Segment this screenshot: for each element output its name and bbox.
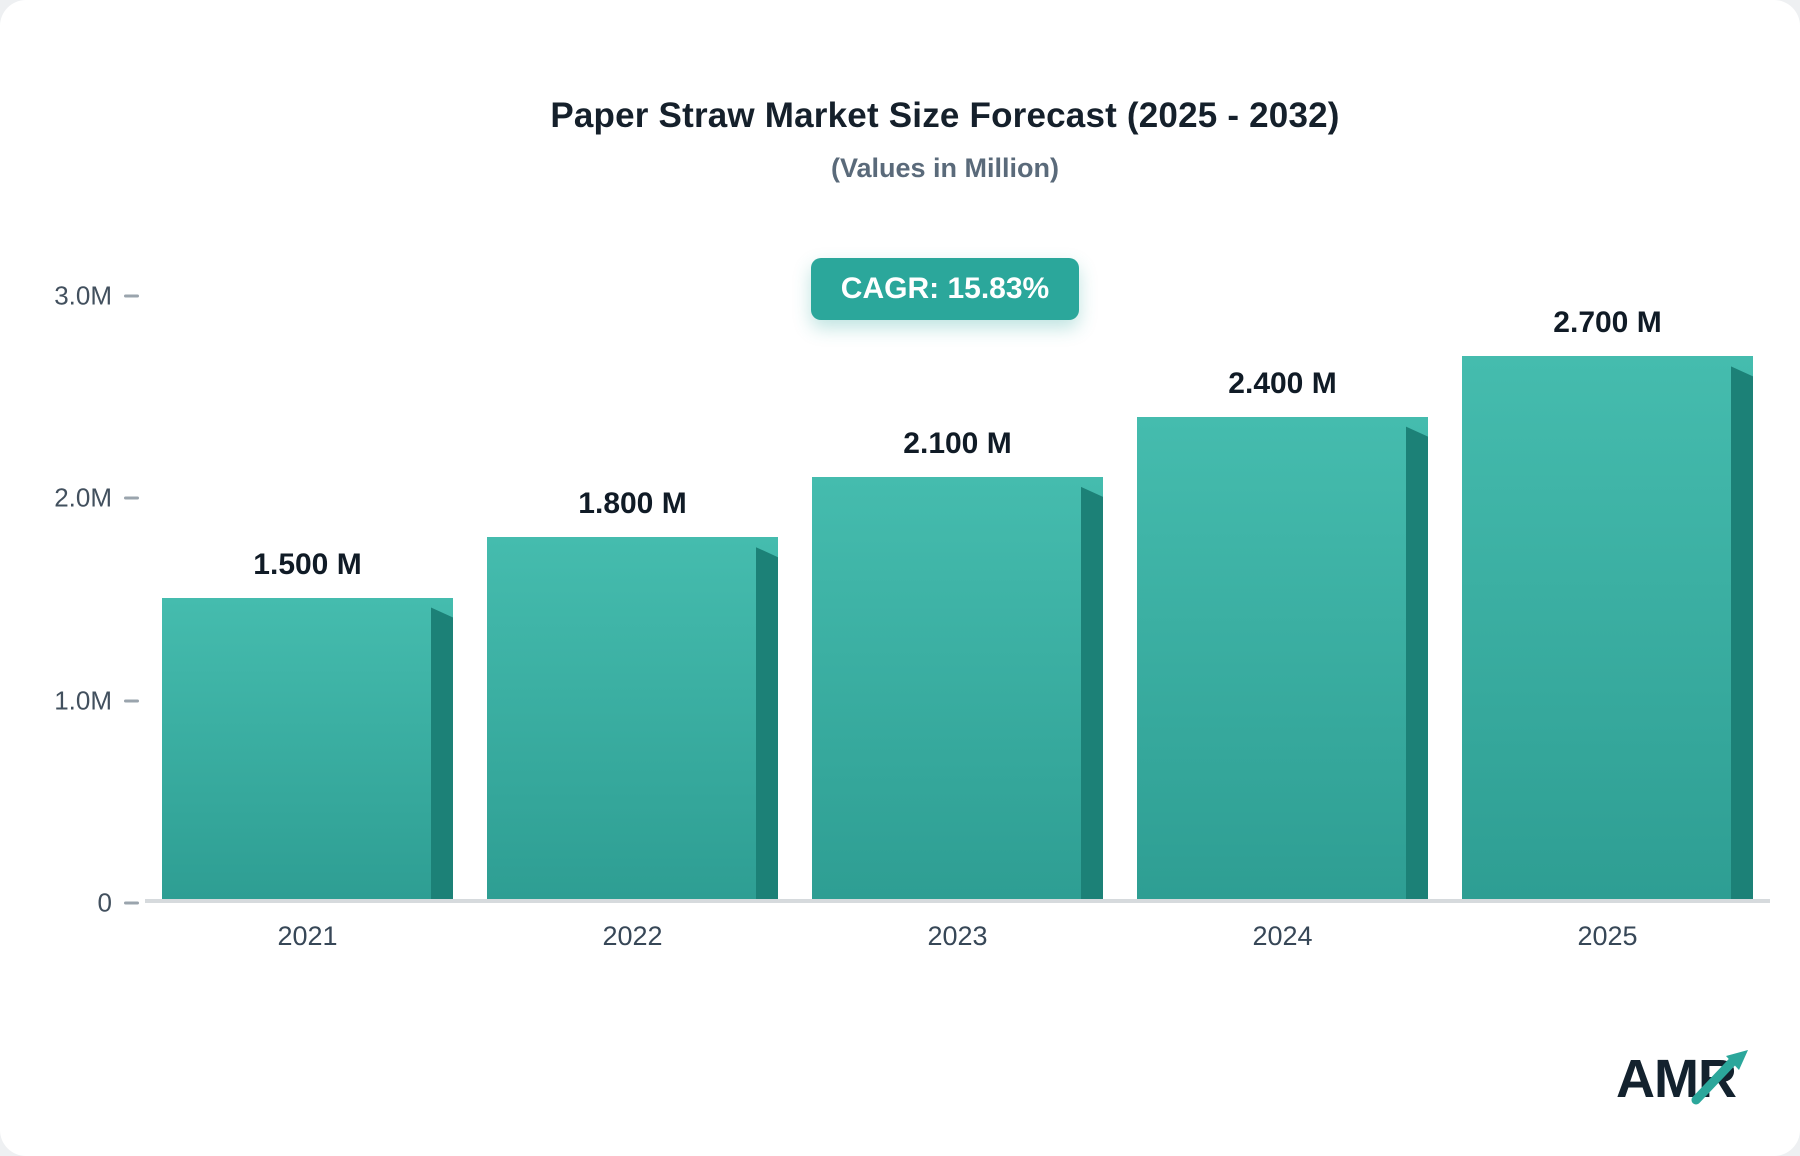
bar-chart: 3.0M 2.0M 1.0M 0 1.500 M 1.800 M 2.100 M 2.400…	[30, 281, 1770, 918]
bar-front-face	[487, 537, 778, 899]
x-axis-label: 2022	[602, 921, 663, 951]
bar-2023[interactable]	[812, 476, 1103, 899]
bar-value-label: 1.800 M	[578, 487, 687, 521]
bar-slot: 1.500 M	[145, 296, 470, 899]
bar-front-face	[162, 597, 453, 899]
y-axis-tick: 0	[98, 888, 139, 919]
chart-title: Paper Straw Market Size Forecast (2025 -…	[550, 96, 1340, 135]
chart-subtitle: (Values in Million)	[830, 153, 1060, 183]
x-axis-label: 2024	[1252, 921, 1313, 951]
y-axis-tick-label: 3.0M	[54, 280, 112, 311]
y-axis-tick: 3.0M	[54, 281, 139, 312]
bar-slot: 2.400 M	[1120, 296, 1445, 899]
x-axis-label: 2025	[1577, 921, 1638, 951]
y-axis-tick: 1.0M	[54, 685, 139, 716]
amr-logo: AMR	[1616, 1048, 1748, 1110]
bar-2021[interactable]	[162, 597, 453, 899]
bar-slot: 2.100 M	[795, 296, 1120, 899]
bar-value-label: 2.700 M	[1553, 306, 1662, 340]
tick-mark	[124, 901, 139, 905]
bar-side-face	[431, 607, 453, 899]
bar-2024[interactable]	[1137, 416, 1428, 899]
bar-slot: 1.800 M	[470, 296, 795, 899]
tick-mark	[124, 294, 139, 298]
bar-front-face	[1137, 416, 1428, 899]
bar-side-face	[1406, 426, 1428, 899]
y-axis-tick-label: 2.0M	[54, 482, 112, 513]
growth-arrow-icon	[1691, 1050, 1748, 1105]
x-axis-label: 2021	[277, 921, 338, 951]
cagr-badge-label: CAGR: 15.83%	[840, 272, 1050, 305]
bar-2025[interactable]	[1462, 356, 1753, 899]
bar-value-label: 1.500 M	[253, 547, 362, 581]
chart-header: Paper Straw Market Size Forecast (2025 -…	[115, 0, 1775, 320]
bar-value-label: 2.100 M	[903, 426, 1012, 460]
bar-slot: 2.700 M	[1445, 296, 1770, 899]
y-axis-tick: 2.0M	[54, 483, 139, 514]
plot-area: 1.500 M 1.800 M 2.100 M 2.400 M 2.700 M	[145, 296, 1770, 903]
bar-side-face	[1731, 366, 1753, 899]
bar-side-face	[1081, 486, 1103, 899]
tick-mark	[124, 496, 139, 500]
y-axis-tick-label: 0	[97, 887, 112, 918]
tick-mark	[124, 699, 139, 703]
bar-side-face	[756, 547, 778, 899]
bar-front-face	[1462, 356, 1753, 899]
y-axis: 3.0M 2.0M 1.0M 0	[30, 281, 145, 918]
y-axis-tick-label: 1.0M	[54, 685, 112, 716]
bar-2022[interactable]	[487, 537, 778, 899]
x-axis: 2021 2022 2023 2024 2025	[145, 921, 1770, 952]
bar-value-label: 2.400 M	[1228, 366, 1337, 400]
cagr-badge: CAGR: 15.83%	[810, 258, 1080, 320]
x-axis-label: 2023	[927, 921, 988, 951]
bar-front-face	[812, 476, 1103, 899]
